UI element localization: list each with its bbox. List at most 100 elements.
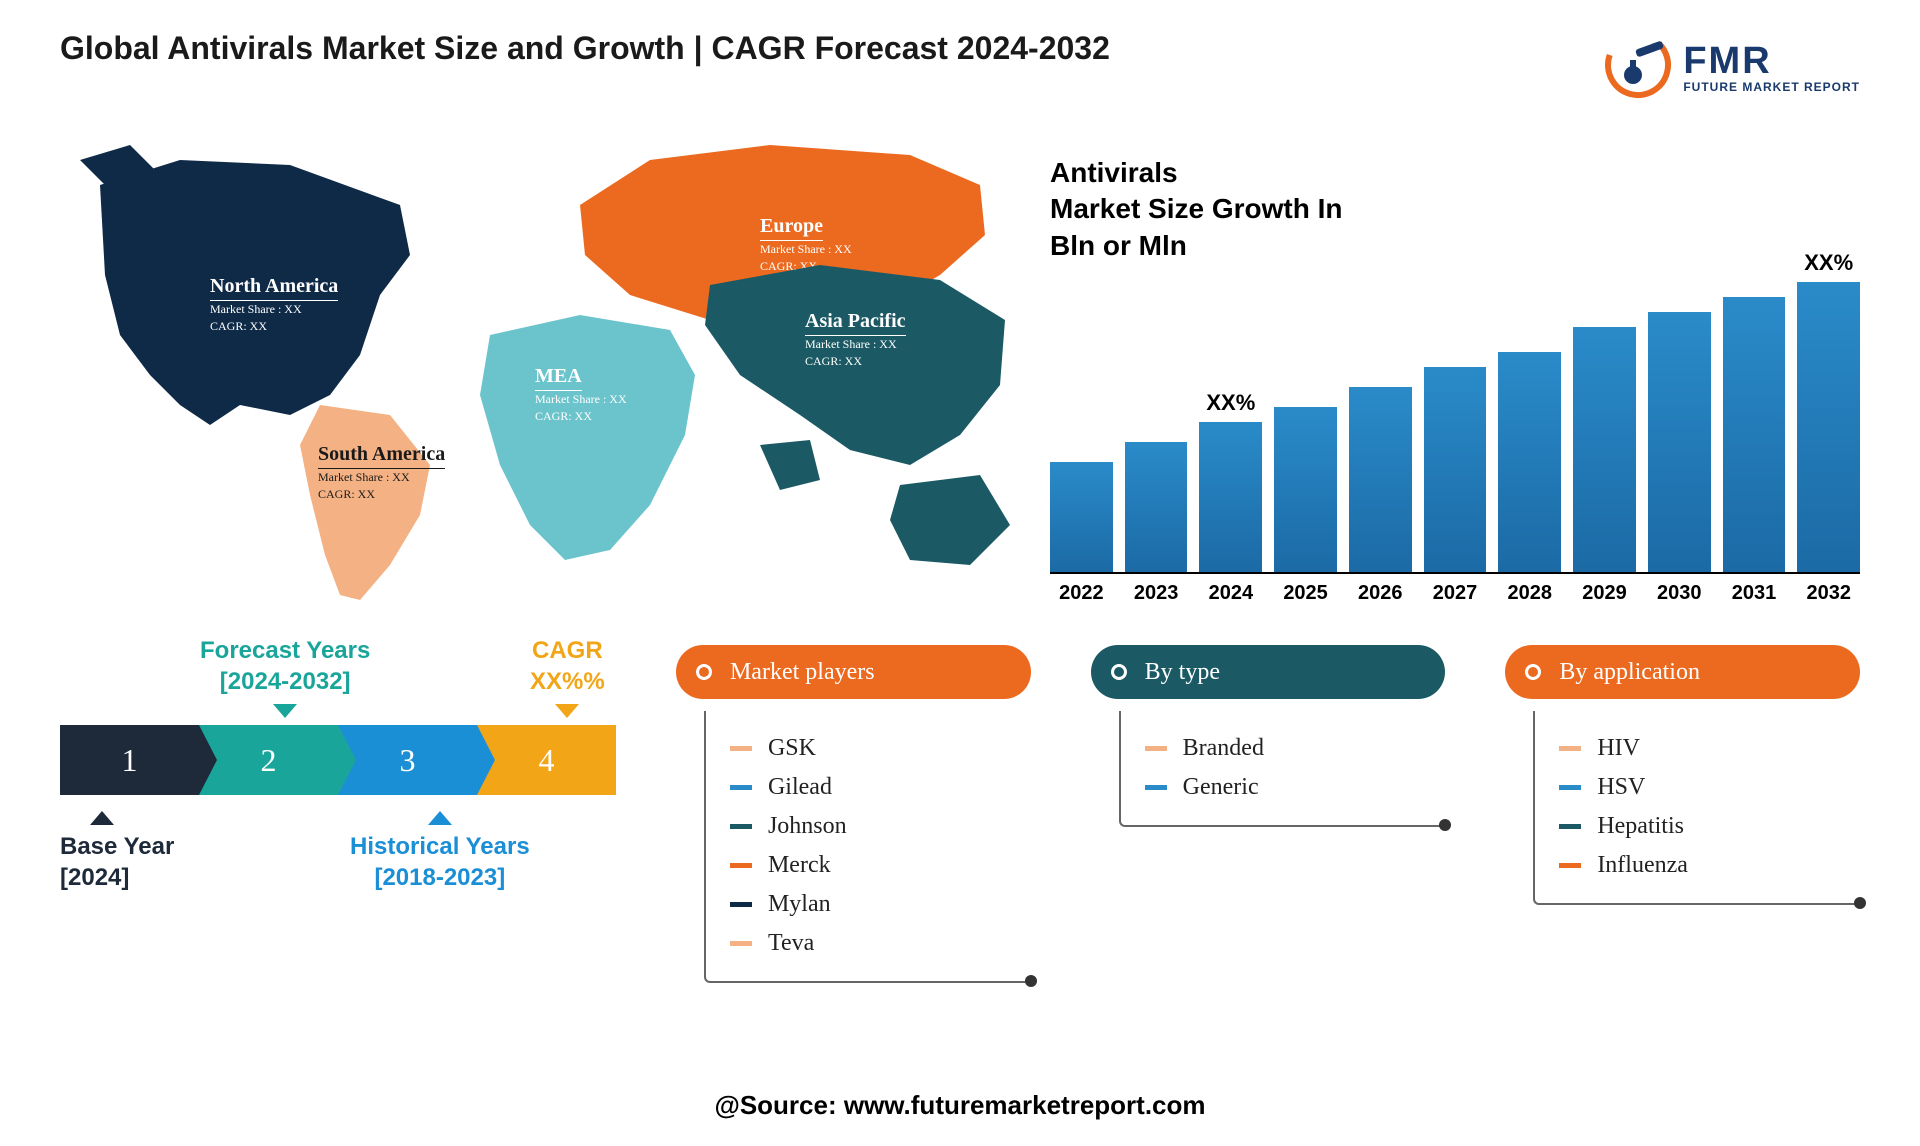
list-item: Gilead — [730, 768, 1031, 807]
by-application-pill-label: By application — [1559, 659, 1700, 686]
dash-icon — [730, 824, 752, 829]
list-item: Mylan — [730, 885, 1031, 924]
annot-line: CAGR — [530, 635, 605, 666]
logo-text: FMR — [1683, 42, 1860, 80]
source-attribution: @Source: www.futuremarketreport.com — [0, 1090, 1920, 1121]
bar-2025 — [1274, 407, 1337, 572]
bar-2024: XX% — [1199, 422, 1262, 572]
list-item: HSV — [1559, 768, 1860, 807]
timeline-segment-2: 2 — [199, 725, 338, 795]
x-tick: 2032 — [1797, 582, 1860, 605]
list-item-label: Mylan — [768, 891, 831, 918]
x-tick: 2022 — [1050, 582, 1113, 605]
list-item-label: Johnson — [768, 813, 847, 840]
x-tick: 2028 — [1498, 582, 1561, 605]
bar-callout: XX% — [1804, 250, 1853, 276]
market-players-pill-label: Market players — [730, 659, 875, 686]
dash-icon — [730, 941, 752, 946]
dash-icon — [1559, 746, 1581, 751]
bullet-icon — [696, 664, 712, 680]
bar-2027 — [1424, 367, 1487, 572]
x-tick: 2024 — [1199, 582, 1262, 605]
triangle-up-icon — [90, 811, 114, 825]
bullet-icon — [1525, 664, 1541, 680]
list-item-label: Influenza — [1597, 852, 1688, 879]
by-type-pill: By type — [1091, 645, 1446, 699]
bar-2028 — [1498, 352, 1561, 572]
timeline-segment-3: 3 — [338, 725, 477, 795]
list-item-label: Gilead — [768, 774, 832, 801]
list-item-label: Teva — [768, 930, 814, 957]
page-title: Global Antivirals Market Size and Growth… — [60, 30, 1110, 67]
timeline-segment-4: 4 — [477, 725, 616, 795]
annot-line: [2018-2023] — [350, 862, 530, 893]
list-item: Influenza — [1559, 846, 1860, 885]
list-item-label: HSV — [1597, 774, 1645, 801]
historical-years-label: Historical Years [2018-2023] — [350, 805, 530, 893]
chart-title-line: Market Size Growth In — [1050, 191, 1860, 227]
region-label-north_america: North America Market Share : XX CAGR: XX — [210, 275, 338, 335]
by-type-pill-label: By type — [1145, 659, 1220, 686]
dash-icon — [730, 785, 752, 790]
x-tick: 2025 — [1274, 582, 1337, 605]
world-map: North America Market Share : XX CAGR: XX… — [60, 145, 1010, 575]
bar-callout: XX% — [1206, 390, 1255, 416]
chart-title-line: Bln or Mln — [1050, 228, 1860, 264]
by-type-list: Branded Generic — [1119, 711, 1446, 827]
cagr-label: CAGR XX%% — [530, 635, 605, 723]
logo: FMR FUTURE MARKET REPORT — [1603, 30, 1860, 105]
bar-2031 — [1723, 297, 1786, 572]
list-item-label: GSK — [768, 735, 816, 762]
list-item: Johnson — [730, 807, 1031, 846]
list-item-label: Hepatitis — [1597, 813, 1684, 840]
bar-2030 — [1648, 312, 1711, 572]
x-tick: 2026 — [1349, 582, 1412, 605]
chart-title: Antivirals Market Size Growth In Bln or … — [1050, 155, 1860, 264]
list-item: Generic — [1145, 768, 1446, 807]
triangle-down-icon — [273, 704, 297, 718]
bar-2032: XX% — [1797, 282, 1860, 572]
timeline: Forecast Years [2024-2032] CAGR XX%% 123… — [60, 645, 616, 795]
bar-2026 — [1349, 387, 1412, 572]
triangle-up-icon — [428, 811, 452, 825]
bullet-icon — [1111, 664, 1127, 680]
region-label-south_america: South America Market Share : XX CAGR: XX — [318, 443, 445, 503]
telescope-icon — [1603, 30, 1673, 105]
x-tick: 2030 — [1648, 582, 1711, 605]
region-label-asia_pacific: Asia Pacific Market Share : XX CAGR: XX — [805, 310, 906, 370]
annot-line: XX%% — [530, 666, 605, 697]
annot-line: [2024-2032] — [200, 666, 370, 697]
market-players-block: Market players GSK Gilead Johnson Merck … — [676, 645, 1031, 983]
dash-icon — [730, 863, 752, 868]
region-label-mea: MEA Market Share : XX CAGR: XX — [535, 365, 627, 425]
annot-line: Base Year — [60, 831, 174, 862]
region-south_america — [290, 405, 440, 605]
by-application-block: By application HIV HSV Hepatitis Influen… — [1505, 645, 1860, 905]
annot-line: [2024] — [60, 862, 174, 893]
x-tick: 2023 — [1125, 582, 1188, 605]
list-item: GSK — [730, 729, 1031, 768]
by-application-pill: By application — [1505, 645, 1860, 699]
list-item: Hepatitis — [1559, 807, 1860, 846]
list-item-label: Merck — [768, 852, 831, 879]
base-year-label: Base Year [2024] — [60, 805, 174, 893]
list-item-label: Branded — [1183, 735, 1264, 762]
dash-icon — [1145, 746, 1167, 751]
dash-icon — [1145, 785, 1167, 790]
bar-2029 — [1573, 327, 1636, 572]
dash-icon — [1559, 863, 1581, 868]
dash-icon — [1559, 824, 1581, 829]
triangle-down-icon — [555, 704, 579, 718]
header: Global Antivirals Market Size and Growth… — [60, 30, 1860, 105]
dash-icon — [1559, 785, 1581, 790]
x-tick: 2031 — [1723, 582, 1786, 605]
bar-2022 — [1050, 462, 1113, 572]
list-item: HIV — [1559, 729, 1860, 768]
annot-line: Forecast Years — [200, 635, 370, 666]
bar-2023 — [1125, 442, 1188, 572]
region-mea — [470, 315, 700, 565]
forecast-years-label: Forecast Years [2024-2032] — [200, 635, 370, 723]
list-item-label: HIV — [1597, 735, 1640, 762]
x-tick: 2027 — [1424, 582, 1487, 605]
annot-line: Historical Years — [350, 831, 530, 862]
